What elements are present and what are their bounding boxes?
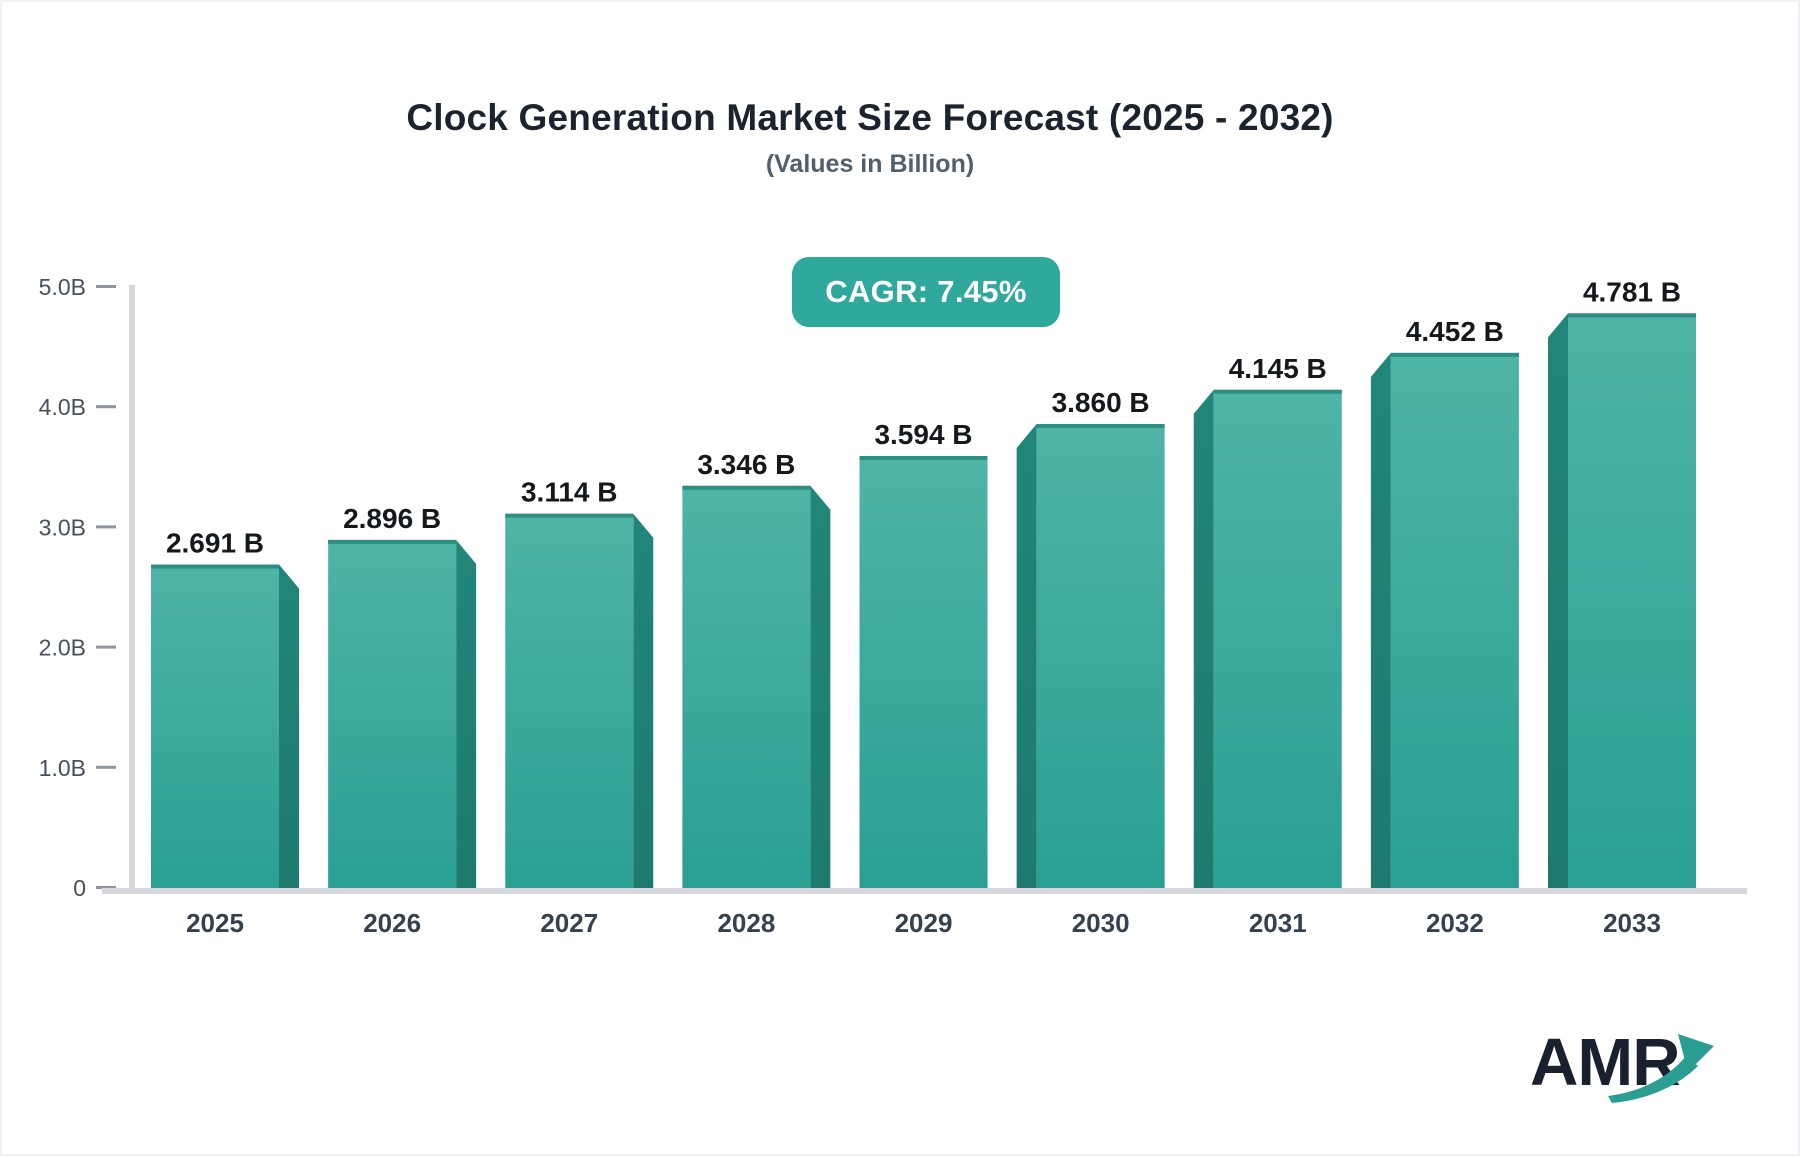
x-tick-label: 2025 [186, 908, 244, 938]
bar-front-face [1568, 313, 1696, 888]
x-tick-label: 2032 [1426, 908, 1484, 938]
bar-side-face [633, 513, 654, 888]
y-tick-mark [96, 645, 116, 649]
bar-2033 [1548, 313, 1696, 888]
bar-value-label: 3.860 B [1052, 387, 1150, 418]
y-tick-label: 0 [73, 875, 86, 901]
x-tick-label: 2027 [540, 908, 598, 938]
y-tick-mark [96, 765, 116, 769]
bar-top-edge [1390, 352, 1519, 357]
bar-top-edge [1568, 313, 1696, 318]
x-tick-label: 2030 [1072, 908, 1130, 938]
bar-front-face [682, 485, 811, 888]
bar-top-edge [682, 485, 811, 490]
cagr-badge-label: CAGR: 7.45% [825, 274, 1027, 309]
y-tick-mark [96, 886, 116, 889]
bar-value-label: 4.781 B [1583, 276, 1681, 307]
bar-2027 [505, 513, 654, 888]
cagr-badge: CAGR: 7.45% [792, 257, 1060, 327]
bar-value-label: 2.896 B [343, 503, 441, 534]
y-axis-line [129, 285, 135, 894]
x-tick-label: 2031 [1249, 908, 1307, 938]
bar-value-label: 2.691 B [166, 528, 264, 559]
x-tick-label: 2026 [363, 908, 421, 938]
bar-front-face [1390, 352, 1519, 888]
bar-2030 [1016, 424, 1165, 888]
x-tick-label: 2028 [717, 908, 775, 938]
x-tick-label: 2029 [895, 908, 953, 938]
bar-value-label: 3.594 B [874, 419, 972, 450]
bar-top-edge [328, 539, 457, 544]
bar-front-face [151, 564, 279, 888]
bar-value-label: 4.145 B [1229, 353, 1327, 384]
bar-2025 [151, 564, 299, 888]
y-tick-label: 5.0B [39, 274, 86, 300]
bar-top-edge [151, 564, 279, 569]
bar-top-edge [505, 513, 634, 518]
x-tick-label: 2033 [1603, 908, 1661, 938]
amr-logo: AMR [1530, 1024, 1730, 1114]
bar-side-face [279, 564, 299, 888]
bar-front-face [505, 513, 634, 888]
bar-2028 [682, 485, 831, 888]
bar-2031 [1193, 389, 1342, 888]
y-tick-label: 2.0B [39, 635, 86, 661]
bar-side-face [456, 539, 477, 888]
bar-2032 [1370, 352, 1519, 888]
bar-side-face [1193, 389, 1214, 888]
bar-side-face [810, 485, 831, 888]
y-tick-mark [96, 405, 116, 409]
y-tick-label: 3.0B [39, 514, 86, 540]
bar-front-face [328, 539, 457, 888]
bar-top-edge [859, 456, 988, 461]
bar-value-label: 3.114 B [521, 477, 618, 508]
bar-top-edge [1036, 424, 1165, 429]
y-tick-label: 1.0B [39, 755, 86, 781]
bar-value-label: 4.452 B [1406, 316, 1504, 347]
bar-front-face [1213, 389, 1342, 888]
y-tick-label: 4.0B [39, 394, 86, 420]
bar-front-face [1036, 424, 1165, 888]
bar-side-face [1548, 313, 1568, 888]
y-tick-mark [96, 525, 116, 529]
bar-2026 [328, 539, 477, 888]
bar-side-face [1370, 352, 1391, 888]
growth-arrow-icon [1608, 1034, 1714, 1103]
chart-title: Clock Generation Market Size Forecast (2… [406, 97, 1334, 138]
bar-front-face [859, 456, 988, 888]
x-axis-line [102, 888, 1747, 894]
bar-2029 [859, 456, 988, 888]
y-tick-mark [96, 285, 116, 288]
bar-value-label: 3.346 B [697, 449, 795, 480]
chart-subtitle: (Values in Billion) [765, 150, 975, 178]
bar-side-face [1016, 424, 1037, 888]
bar-top-edge [1213, 389, 1342, 394]
